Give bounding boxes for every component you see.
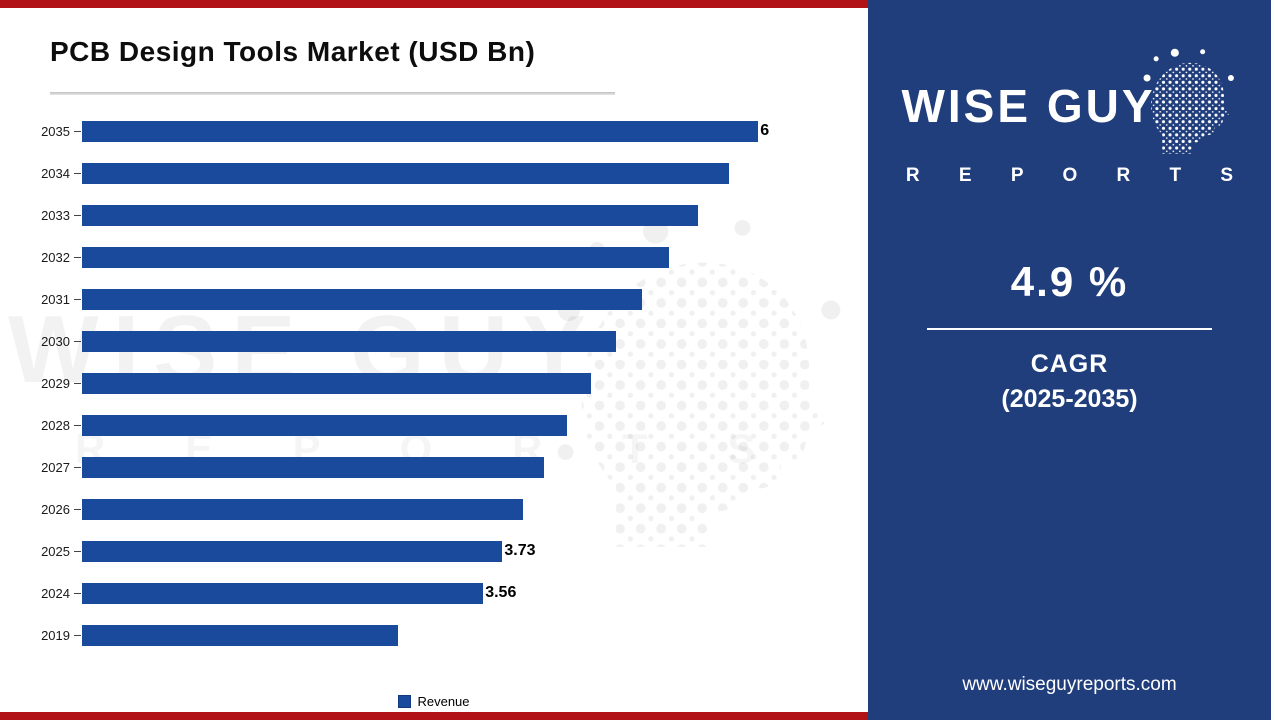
legend-swatch-revenue <box>398 695 412 708</box>
y-axis-tick-label: 2027 <box>41 459 70 475</box>
logo-head-icon <box>1143 48 1234 154</box>
bar <box>82 456 545 478</box>
y-axis-tick-label: 2024 <box>41 585 70 601</box>
bar <box>82 162 729 184</box>
bar <box>82 204 699 226</box>
logo-text: WISE GUY <box>901 80 1156 132</box>
watermark-head-icon <box>557 218 841 547</box>
bar-track <box>82 372 854 394</box>
y-axis-tick-label: 2035 <box>41 123 70 139</box>
bar-row: 2028 <box>18 404 854 446</box>
bar-row: 2031 <box>18 278 854 320</box>
axis-tick <box>74 130 81 132</box>
bar-row: 2030 <box>18 320 854 362</box>
bar-track: 6 <box>82 120 854 142</box>
axis-tick <box>74 424 81 426</box>
bar-row: 2033 <box>18 194 854 236</box>
y-axis-tick-label: 2028 <box>41 417 70 433</box>
wiseguy-logo: WISE GUY R E P O R T S <box>868 48 1271 187</box>
legend-label: Revenue <box>417 694 470 709</box>
cagr-divider <box>927 328 1212 330</box>
brand-panel: WISE GUY R E P O R T S 4.9 % CAGR <box>868 0 1271 720</box>
y-axis-tick-label: 2019 <box>41 627 70 643</box>
y-axis-tick-label: 2034 <box>41 165 70 181</box>
bar-row: 2035 6 <box>18 110 854 152</box>
axis-tick <box>74 340 81 342</box>
bar <box>82 414 567 436</box>
axis-tick <box>74 172 81 174</box>
y-axis-tick-label: 2033 <box>41 207 70 223</box>
bar-track <box>82 162 854 184</box>
bar-value-label: 3.56 <box>485 584 517 601</box>
axis-tick <box>74 550 81 552</box>
cagr-block: 4.9 % CAGR (2025-2035) <box>868 258 1271 414</box>
bar <box>82 540 503 562</box>
bar <box>82 372 592 394</box>
bar <box>82 288 643 310</box>
axis-tick <box>74 256 81 258</box>
axis-tick <box>74 382 81 384</box>
bar <box>82 120 759 142</box>
axis-tick <box>74 298 81 300</box>
bar-track <box>82 624 854 646</box>
bar-track: 3.56 <box>82 582 854 604</box>
bottom-accent-strip <box>0 712 868 720</box>
bar-row: 2029 <box>18 362 854 404</box>
bar-track <box>82 246 854 268</box>
bar-value-label: 6 <box>760 122 770 139</box>
axis-tick <box>74 508 81 510</box>
axis-tick <box>74 592 81 594</box>
bar-track <box>82 414 854 436</box>
bar-track <box>82 456 854 478</box>
bar-track <box>82 330 854 352</box>
y-axis-tick-label: 2029 <box>41 375 70 391</box>
axis-tick <box>74 466 81 468</box>
y-axis-tick-label: 2031 <box>41 291 70 307</box>
bar <box>82 624 398 646</box>
y-axis-tick-label: 2026 <box>41 501 70 517</box>
logo-subtext: R E P O R T S <box>905 165 1251 186</box>
bar-track <box>82 204 854 226</box>
bar-row: 2026 <box>18 488 854 530</box>
bar-track <box>82 288 854 310</box>
bar-value-label: 3.73 <box>504 542 536 559</box>
bar-track <box>82 498 854 520</box>
bar-row: 2025 3.73 <box>18 530 854 572</box>
bar-chart-rows: 2035 6 2034 2033 2032 2031 2030 2029 2028 2027 202… <box>18 110 854 656</box>
bar <box>82 498 523 520</box>
bar-row: 2027 <box>18 446 854 488</box>
bar-track: 3.73 <box>82 540 854 562</box>
bar <box>82 582 484 604</box>
bar-row: 2019 <box>18 614 854 656</box>
axis-tick <box>74 634 81 636</box>
chart-panel: WISE GUY R E P O R T S PCB Design Tools … <box>0 0 868 720</box>
bar <box>82 330 617 352</box>
cagr-label: CAGR <box>1030 350 1109 378</box>
bar-row: 2034 <box>18 152 854 194</box>
bar-row: 2024 3.56 <box>18 572 854 614</box>
website-link[interactable]: www.wiseguyreports.com <box>962 674 1177 695</box>
y-axis-tick-label: 2032 <box>41 249 70 265</box>
top-accent-strip <box>0 0 868 8</box>
bar-row: 2032 <box>18 236 854 278</box>
bar <box>82 246 670 268</box>
legend: Revenue <box>0 694 868 709</box>
title-divider <box>50 92 615 95</box>
y-axis-tick-label: 2030 <box>41 333 70 349</box>
axis-tick <box>74 214 81 216</box>
cagr-period: (2025-2035) <box>1001 385 1138 413</box>
cagr-value: 4.9 % <box>1010 258 1129 305</box>
y-axis-tick-label: 2025 <box>41 543 70 559</box>
chart-title: PCB Design Tools Market (USD Bn) <box>50 36 536 67</box>
